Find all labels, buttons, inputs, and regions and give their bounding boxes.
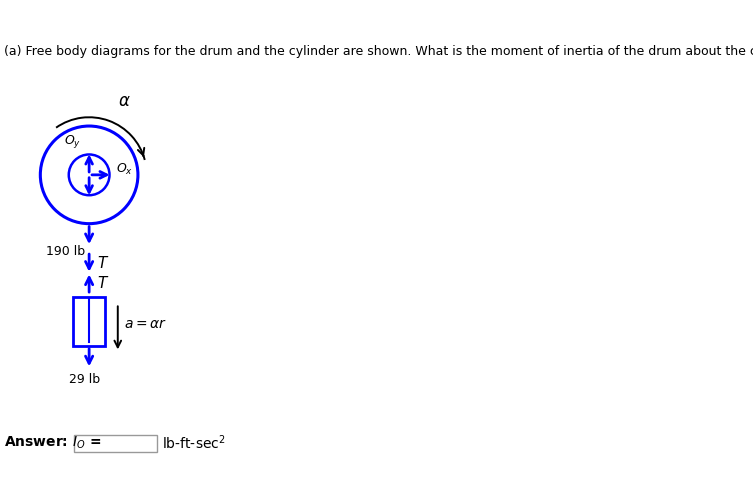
FancyBboxPatch shape (75, 435, 157, 452)
Text: 29 lb: 29 lb (69, 372, 100, 386)
Text: $\alpha$: $\alpha$ (118, 92, 130, 110)
Text: $a = \alpha r$: $a = \alpha r$ (124, 317, 167, 330)
Text: 190 lb: 190 lb (46, 245, 85, 258)
Bar (73, 297, 105, 346)
Text: $T$: $T$ (97, 255, 109, 271)
Text: $O_y$: $O_y$ (64, 133, 81, 150)
Text: $O_x$: $O_x$ (116, 162, 133, 177)
Text: lb-ft-sec$^2$: lb-ft-sec$^2$ (162, 434, 226, 453)
Text: Answer: $I_O$ =: Answer: $I_O$ = (5, 435, 102, 452)
Text: $T$: $T$ (97, 275, 109, 291)
Text: (a) Free body diagrams for the drum and the cylinder are shown. What is the mome: (a) Free body diagrams for the drum and … (5, 45, 753, 58)
